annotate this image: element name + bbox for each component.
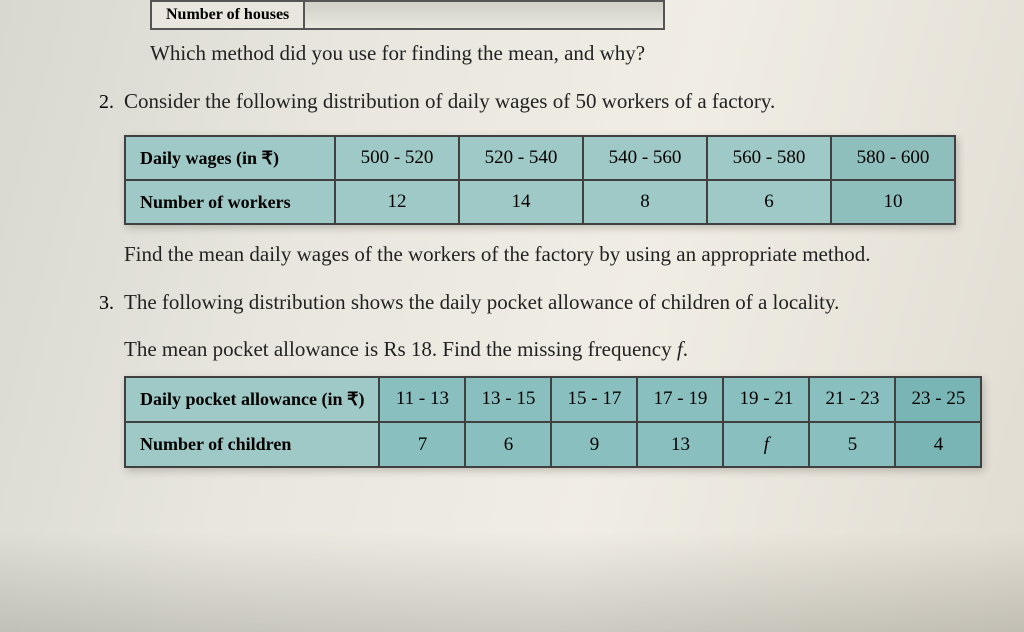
q2-footer: Find the mean daily wages of the workers… [124,239,994,271]
q3-number: 3. [90,292,114,315]
col-header: 17 - 19 [637,377,723,422]
cell-value: 5 [809,422,895,467]
col-header: 500 - 520 [335,136,459,180]
col-header: 23 - 25 [895,377,981,422]
col-header: 520 - 540 [459,136,583,180]
cell-value: 6 [707,180,831,224]
table-row: Number of children 7 6 9 13 f 5 4 [125,422,981,467]
cell-value: 7 [379,422,465,467]
cell-value: 10 [831,180,955,224]
q2-text: Consider the following distribution of d… [124,86,775,118]
row-label: Daily pocket allowance (in ₹) [125,377,379,422]
row-label: Number of children [125,422,379,467]
row-label: Number of workers [125,180,335,224]
cell-value: 4 [895,422,981,467]
cell-value: 8 [583,180,707,224]
table-row: Daily wages (in ₹) 500 - 520 520 - 540 5… [125,136,955,180]
col-header: 560 - 580 [707,136,831,180]
q3-table: Daily pocket allowance (in ₹) 11 - 13 13… [124,376,982,469]
col-header: 15 - 17 [551,377,637,422]
col-header: 540 - 560 [583,136,707,180]
row-label: Daily wages (in ₹) [125,136,335,180]
q3-line1: The following distribution shows the dai… [124,287,839,319]
cell-value: 6 [465,422,551,467]
row-label-text: Daily pocket allowance (in ₹) [140,389,364,409]
partial-table-fragment: Number of houses [150,0,994,30]
table-row: Daily pocket allowance (in ₹) 11 - 13 13… [125,377,981,422]
table-row: Number of workers 12 14 8 6 10 [125,180,955,224]
q3-line2-a: The mean pocket allowance is Rs 18. Find… [124,337,677,361]
col-header: 19 - 21 [723,377,809,422]
cell-value-missing: f [723,422,809,467]
cell-value: 13 [637,422,723,467]
cell-value: 14 [459,180,583,224]
cell-value: 9 [551,422,637,467]
intro-question: Which method did you use for finding the… [150,38,994,70]
cell-value: 12 [335,180,459,224]
col-header: 13 - 15 [465,377,551,422]
q3-line2-b: . [683,337,688,361]
q2-table: Daily wages (in ₹) 500 - 520 520 - 540 5… [124,135,956,225]
col-header: 11 - 13 [379,377,465,422]
col-header: 580 - 600 [831,136,955,180]
partial-empty-cells [305,0,665,30]
q2-number: 2. [90,91,114,114]
col-header: 21 - 23 [809,377,895,422]
q3-line2: The mean pocket allowance is Rs 18. Find… [124,334,994,366]
partial-label-cell: Number of houses [150,0,305,30]
